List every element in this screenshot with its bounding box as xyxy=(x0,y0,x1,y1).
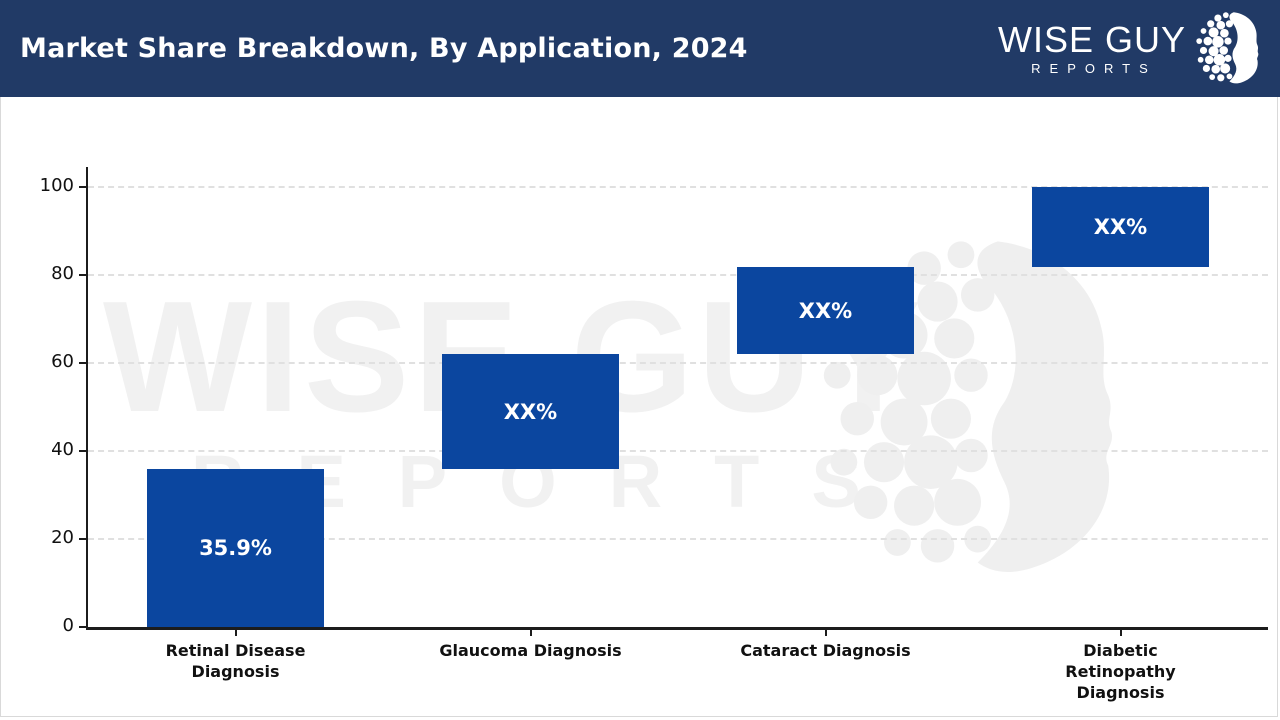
bar-value-label: XX% xyxy=(503,399,558,424)
x-category-label: Glaucoma Diagnosis xyxy=(439,641,622,660)
x-tick xyxy=(234,630,237,636)
y-tick-label: 80 xyxy=(51,263,74,284)
x-tick xyxy=(1119,630,1122,636)
bar-value-label: XX% xyxy=(798,298,853,323)
logo-wordmark-text: WISE GUY xyxy=(997,19,1186,60)
gridline xyxy=(88,274,1268,276)
y-tick xyxy=(79,362,88,364)
y-tick-label: 0 xyxy=(62,615,74,636)
y-tick-label: 60 xyxy=(51,351,74,372)
y-tick xyxy=(79,450,88,452)
y-tick xyxy=(79,186,88,188)
header-bar: Market Share Breakdown, By Application, … xyxy=(0,0,1280,97)
x-category-label: Cataract Diagnosis xyxy=(740,641,911,660)
gridline xyxy=(88,538,1268,540)
waterfall-bar: XX% xyxy=(1032,187,1209,268)
x-tick xyxy=(824,630,827,636)
y-tick-label: 100 xyxy=(39,175,74,196)
gridline xyxy=(88,450,1268,452)
y-tick xyxy=(79,274,88,276)
waterfall-bar: XX% xyxy=(442,354,619,470)
waterfall-bar: XX% xyxy=(737,267,914,355)
logo-subtitle-text: REPORTS xyxy=(1031,61,1157,76)
y-tick xyxy=(79,538,88,540)
y-tick-label: 40 xyxy=(51,439,74,460)
x-axis-line xyxy=(86,627,1268,630)
y-axis-line xyxy=(86,167,88,630)
waterfall-bar: 35.9% xyxy=(147,469,324,627)
y-tick-label: 20 xyxy=(51,527,74,548)
x-category-label: Diabetic Retinopathy Diagnosis xyxy=(1065,641,1176,702)
gridline xyxy=(88,186,1268,188)
wiseguy-logo: WISE GUY REPORTS xyxy=(998,0,1264,97)
x-tick xyxy=(529,630,532,636)
bar-value-label: XX% xyxy=(1093,215,1148,240)
x-category-label: Retinal Disease Diagnosis xyxy=(165,641,306,681)
bar-value-label: 35.9% xyxy=(199,536,272,560)
page-title: Market Share Breakdown, By Application, … xyxy=(20,33,748,64)
logo-wordmark: WISE GUY REPORTS xyxy=(997,19,1186,76)
gridline xyxy=(88,362,1268,364)
y-tick xyxy=(79,626,88,628)
